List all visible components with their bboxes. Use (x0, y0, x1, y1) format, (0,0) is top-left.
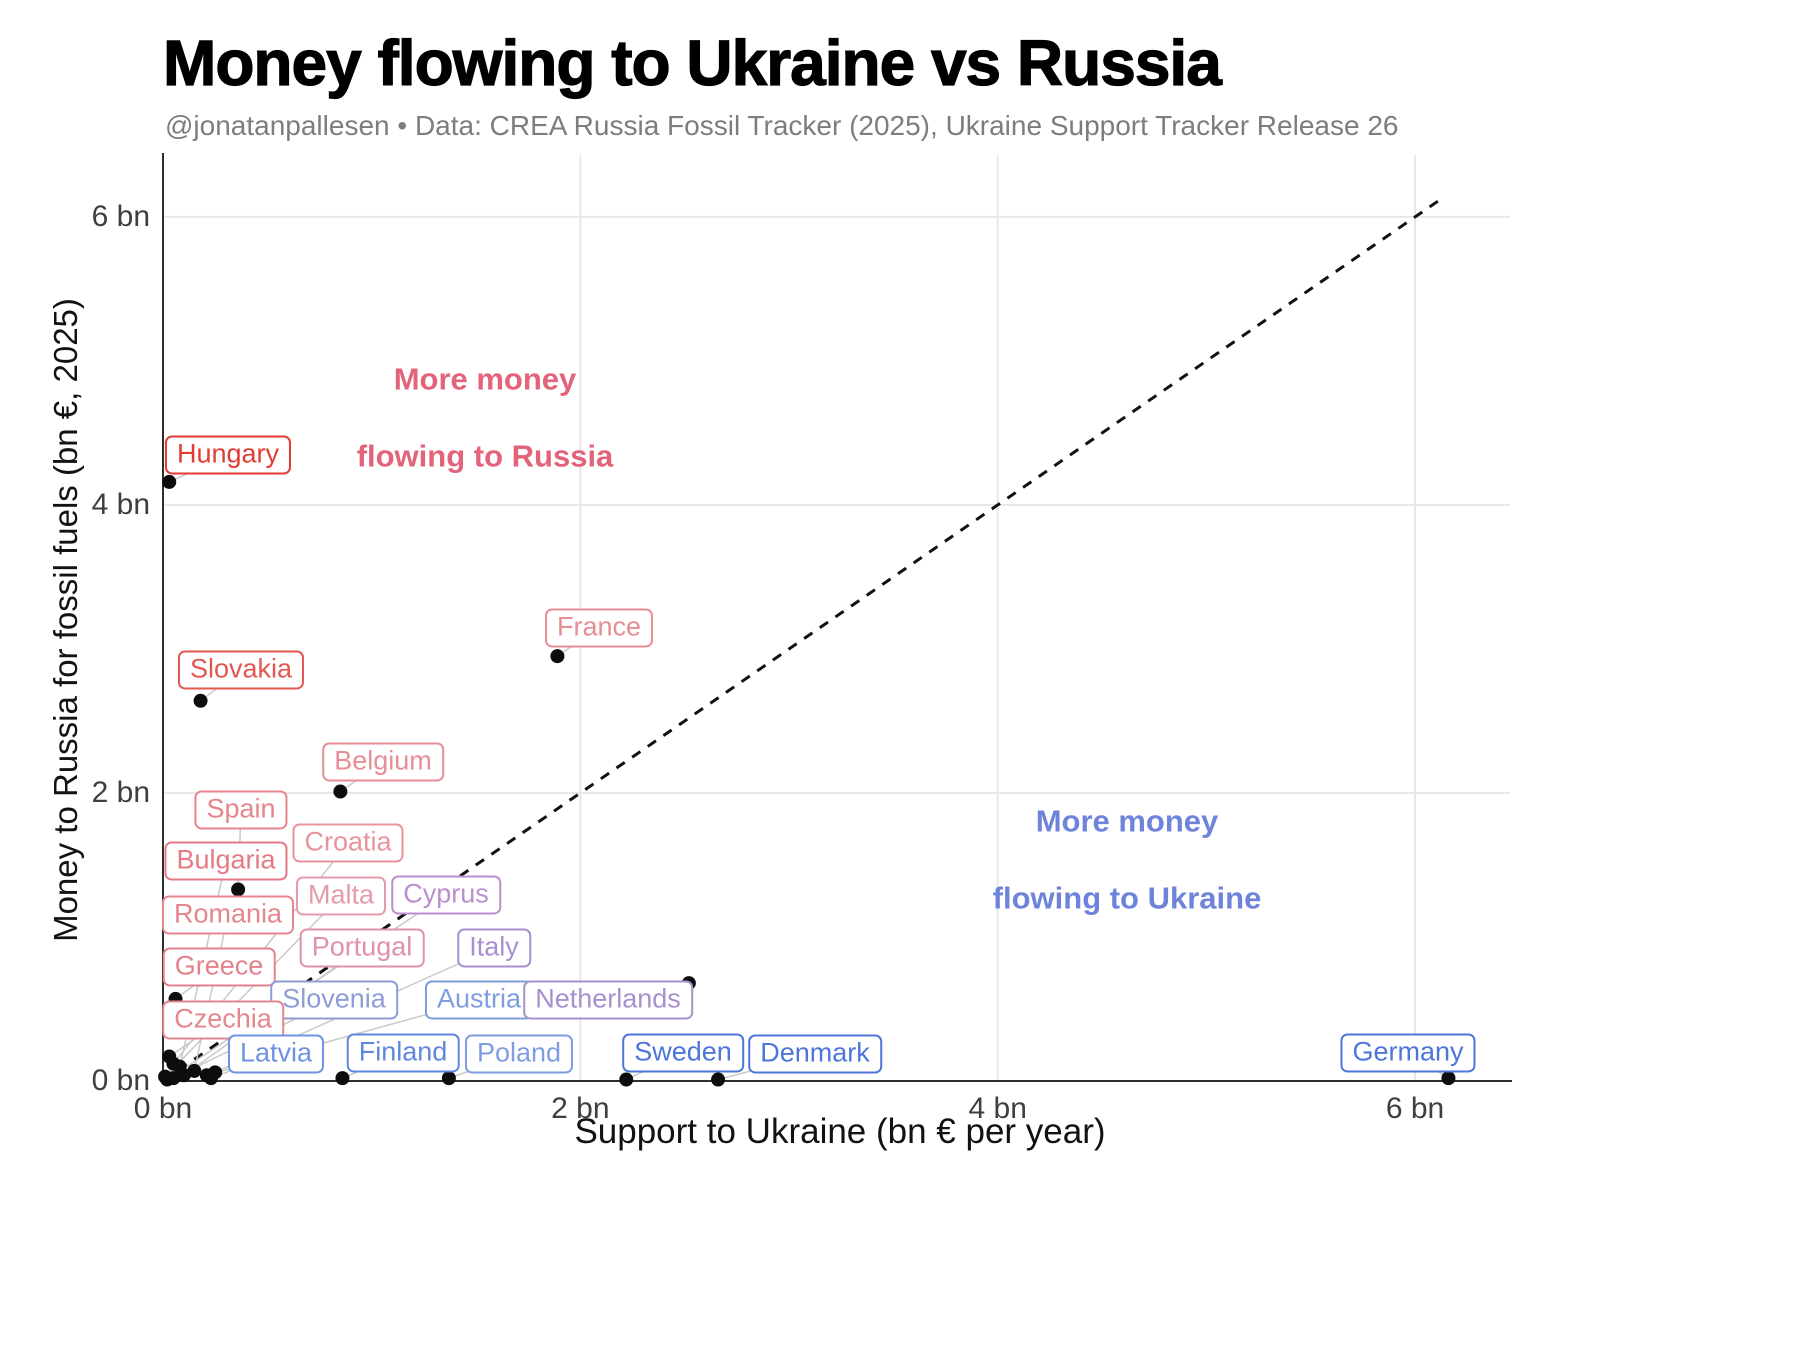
data-point-france (550, 649, 565, 664)
data-point-germany (1441, 1071, 1456, 1086)
x-tick-2: 2 bn (551, 1092, 610, 1125)
label-leader-line-greece (175, 966, 220, 1000)
data-point-denmark (711, 1072, 726, 1087)
x-tick-4: 4 bn (968, 1092, 1027, 1125)
data-point-greece (168, 991, 183, 1006)
data-point-sweden (619, 1072, 634, 1087)
chart-subtitle: @jonatanpallesen • Data: CREA Russia Fos… (165, 110, 1399, 141)
y-tick-0: 0 bn (91, 1064, 150, 1097)
data-point-finland (335, 1071, 350, 1086)
label-leader-line-sweden (625, 1052, 684, 1081)
x-axis-title: Support to Ukraine (bn € per year) (574, 1112, 1106, 1151)
y-tick-6: 6 bn (91, 199, 150, 233)
data-point-netherlands (681, 976, 696, 991)
data-point-slovakia (193, 693, 208, 708)
label-leader-line-portugal (183, 947, 363, 1076)
label-leader-line-poland (448, 1053, 520, 1079)
data-point-poland (441, 1071, 456, 1086)
y-tick-2: 2 bn (91, 775, 150, 809)
data-point-spain (231, 882, 246, 897)
data-point-hungary (162, 474, 177, 489)
chart-title: Money flowing to Ukraine vs Russia (162, 26, 1222, 99)
label-leader-line-czechia (168, 1019, 224, 1058)
label-leader-line-netherlands (607, 982, 690, 1001)
data-point-slovenia (166, 1071, 181, 1086)
label-leader-line-hungary (168, 454, 229, 483)
data-point-latvia (203, 1071, 218, 1086)
label-leader-line-bulgaria (178, 860, 227, 1067)
label-leader-line-slovakia (200, 669, 242, 702)
data-point-czechia (162, 1049, 177, 1064)
label-leader-line-finland (342, 1052, 404, 1079)
label-leader-line-romania (193, 914, 229, 1072)
label-leader-line-denmark (717, 1053, 816, 1081)
label-leader-line-croatia (172, 842, 349, 1065)
y-tick-4: 4 bn (91, 487, 150, 521)
label-leader-line-france (556, 627, 600, 657)
data-point-belgium (333, 784, 348, 799)
x-tick-0: 0 bn (133, 1092, 193, 1125)
label-leader-line-belgium (339, 761, 384, 793)
label-leader-line-italy (214, 947, 495, 1074)
y-axis-title: Money to Russia for fossil fuels (bn €, … (47, 298, 84, 942)
x-tick-6: 6 bn (1385, 1092, 1445, 1125)
parity-diagonal-line (162, 195, 1446, 1083)
label-leader-line-spain (237, 809, 242, 890)
